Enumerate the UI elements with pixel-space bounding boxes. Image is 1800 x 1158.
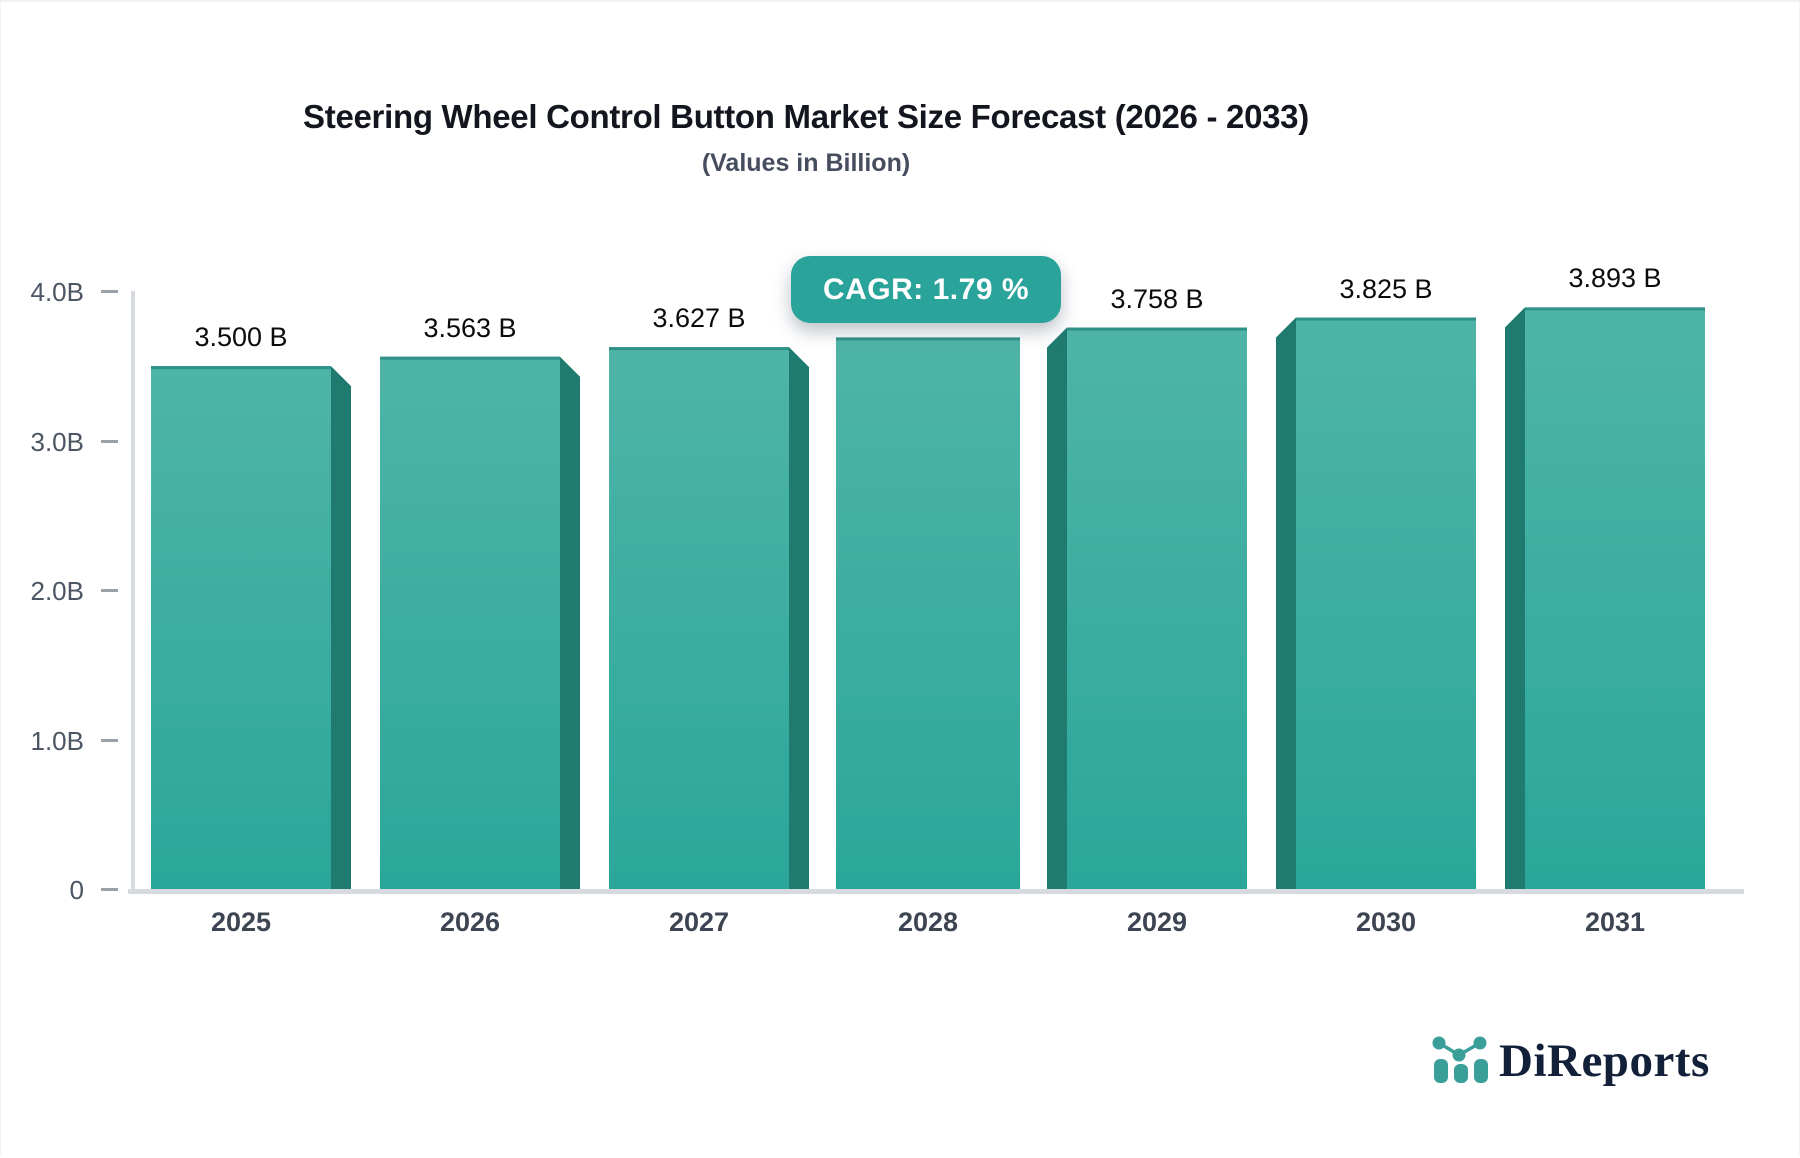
bar-value-label-2025: 3.500 B [194, 322, 288, 353]
x-tick-label-2027: 2027 [668, 907, 730, 937]
bar-front-face [151, 366, 331, 890]
bar-2026[interactable] [380, 356, 580, 889]
bar-front-face [1067, 327, 1247, 889]
bar-value-label-2029: 3.758 B [1110, 283, 1204, 314]
x-axis-baseline [128, 889, 1744, 894]
x-tick-label-2029: 2029 [1126, 907, 1188, 937]
chart-title: Steering Wheel Control Button Market Siz… [303, 98, 1309, 135]
bar-value-label-2027: 3.627 B [652, 303, 746, 334]
y-tick-label-4: 0 [69, 875, 84, 905]
bar-side-face [1276, 317, 1296, 889]
bar-top-edge [1525, 307, 1705, 311]
x-tick-label-2031: 2031 [1584, 907, 1646, 937]
bar-value-label-2026: 3.563 B [423, 312, 517, 343]
x-tick-label-2030: 2030 [1355, 907, 1417, 937]
bar-top-edge [1067, 327, 1247, 331]
y-tick-dash-0 [101, 290, 118, 294]
direports-logo-icon [1432, 1036, 1488, 1083]
bar-side-face [331, 366, 351, 890]
logo-text: DiReports [1499, 1035, 1710, 1087]
y-axis-line [131, 291, 135, 893]
cagr-badge: CAGR: 1.79 % [791, 256, 1061, 323]
bar-top-edge [380, 356, 560, 360]
x-tick-label-2025: 2025 [210, 907, 272, 937]
bar-front-face [1525, 307, 1705, 889]
bar-top-edge [151, 366, 331, 370]
y-tick-label-0: 4.0B [30, 277, 85, 308]
bar-front-face [380, 356, 560, 889]
direports-logo: DiReports [1431, 1035, 1710, 1085]
bar-2028[interactable] [836, 337, 1020, 890]
bar-2025[interactable] [151, 366, 351, 890]
chart-subtitle: (Values in Billion) [701, 149, 911, 177]
bar-side-face [560, 356, 580, 889]
bar-2031[interactable] [1505, 307, 1705, 889]
title-block: Steering Wheel Control Button Market Siz… [1, 96, 1611, 179]
y-tick-dash-2 [101, 589, 118, 593]
bar-top-edge [836, 337, 1020, 341]
x-tick-label-2028: 2028 [897, 907, 959, 937]
y-tick-dash-1 [101, 439, 118, 443]
y-tick-label-3: 1.0B [30, 725, 85, 756]
y-tick-dash-4 [101, 888, 118, 891]
bar-front-face [609, 347, 789, 889]
bar-value-label-2030: 3.825 B [1339, 273, 1433, 304]
x-tick-label-2026: 2026 [439, 907, 501, 937]
bar-side-face [1505, 307, 1525, 889]
bar-side-face [1047, 327, 1067, 889]
bar-front-face [1296, 317, 1476, 889]
y-tick-label-1: 3.0B [30, 426, 85, 457]
bar-value-label-2031: 3.893 B [1568, 263, 1662, 294]
bar-2030[interactable] [1276, 317, 1476, 889]
bar-top-edge [609, 347, 789, 351]
bar-side-face [789, 347, 809, 889]
y-tick-dash-3 [101, 738, 118, 742]
bar-2029[interactable] [1047, 327, 1247, 889]
bar-2027[interactable] [609, 347, 809, 889]
bar-top-edge [1296, 317, 1476, 321]
bar-front-face [836, 337, 1020, 890]
y-tick-label-2: 2.0B [30, 576, 85, 607]
